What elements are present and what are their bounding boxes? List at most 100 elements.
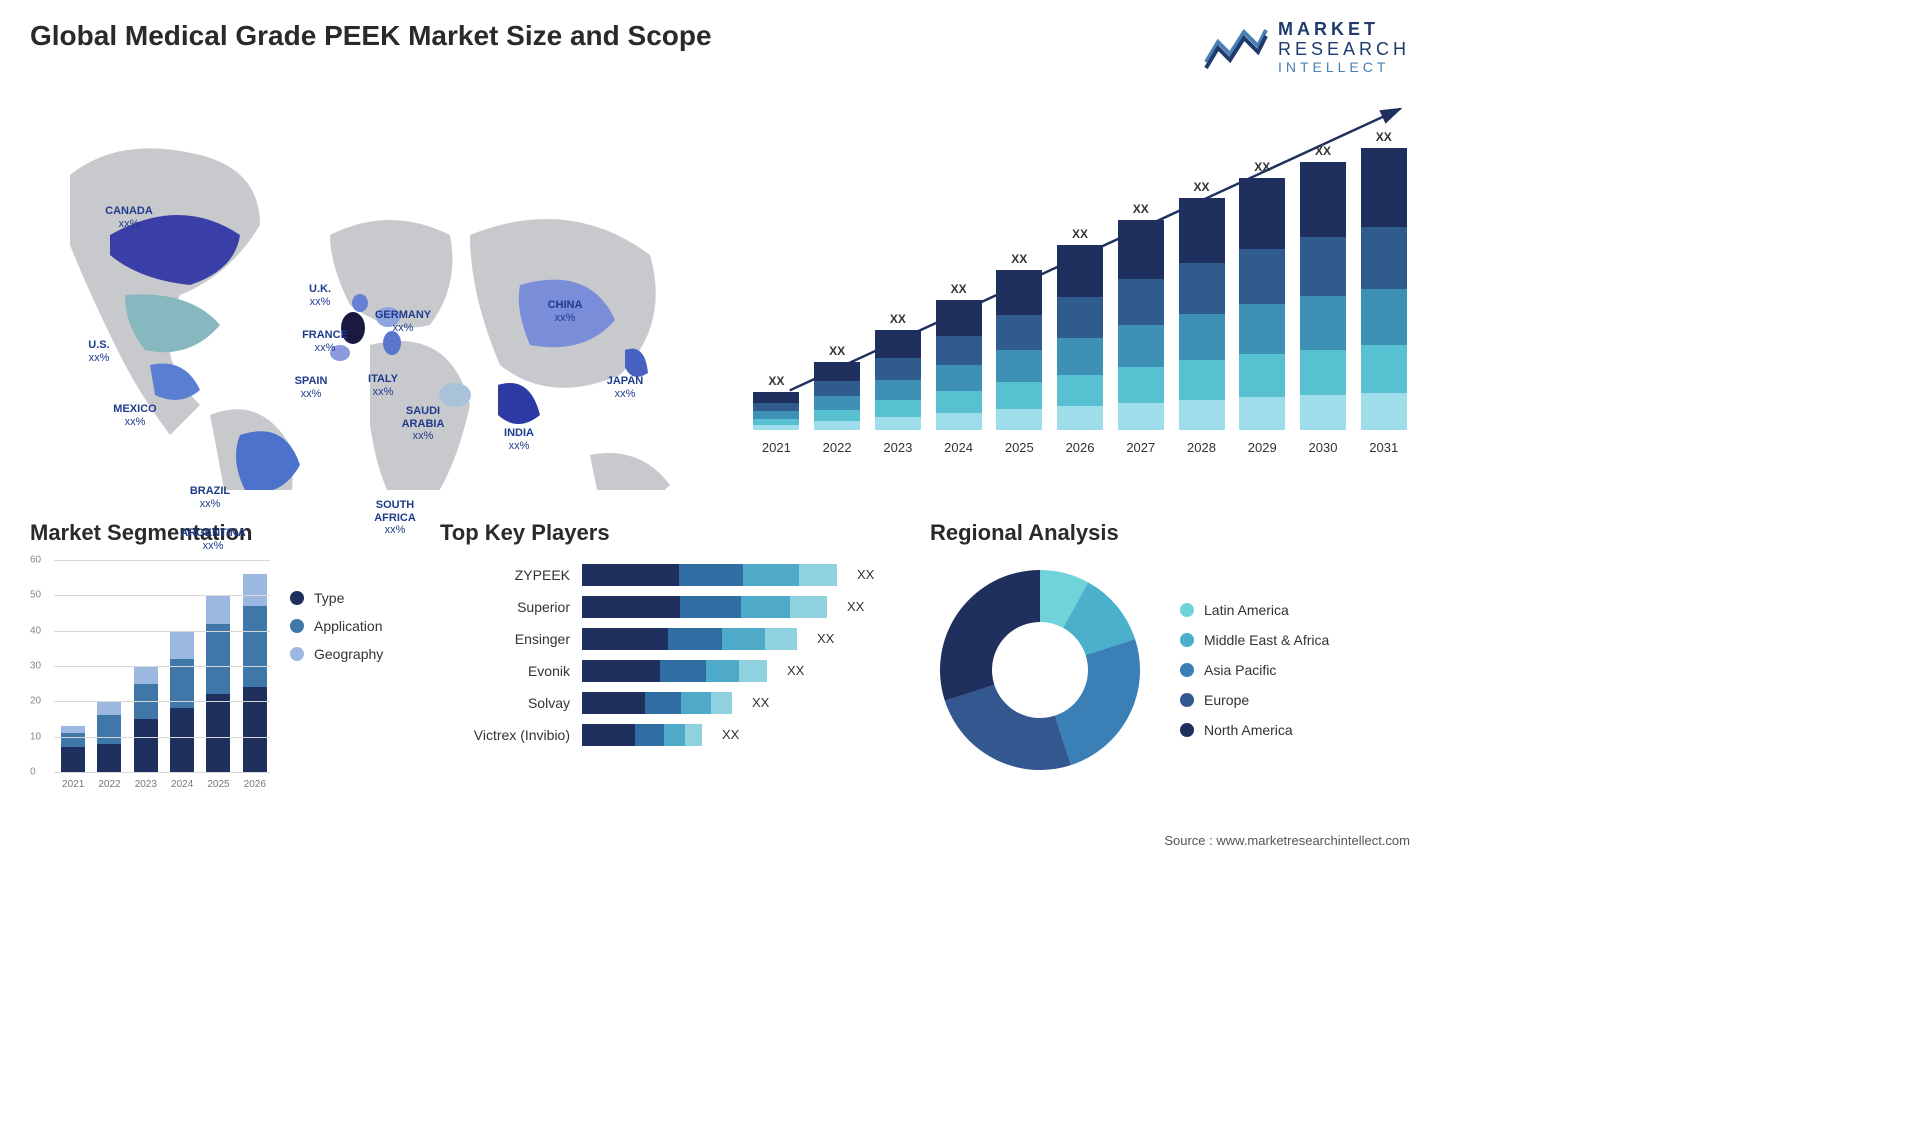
player-value: XX [752,695,769,710]
growth-bar: XX [750,374,803,430]
map-label: GERMANYxx% [368,309,438,334]
regional-donut [930,560,1150,780]
growth-bar-label: XX [1376,130,1392,144]
growth-bar-label: XX [829,344,845,358]
logo: MARKET RESEARCH INTELLECT [1204,20,1410,75]
seg-year-label: 2024 [167,779,197,790]
seg-year-label: 2026 [240,779,270,790]
header: Global Medical Grade PEEK Market Size an… [30,20,1410,75]
logo-icon [1204,24,1268,70]
seg-year-label: 2025 [203,779,233,790]
players-chart: ZYPEEKXXSuperiorXXEnsingerXXEvonikXXSolv… [440,560,900,746]
growth-bar: XX [1054,227,1107,430]
map-label: SOUTHAFRICAxx% [360,499,430,537]
growth-year-label: 2021 [750,440,803,455]
player-value: XX [817,631,834,646]
growth-bar: XX [811,344,864,430]
logo-line-2: RESEARCH [1278,40,1410,60]
logo-text: MARKET RESEARCH INTELLECT [1278,20,1410,75]
growth-bar: XX [1297,144,1350,430]
player-name: Evonik [440,663,570,679]
map-label: SAUDIARABIAxx% [388,405,458,443]
growth-bar: XX [1357,130,1410,430]
regional-legend: Latin America Middle East & Africa Asia Pa… [1180,602,1329,738]
map-label: ARGENTINAxx% [178,527,248,552]
player-row: Evonik XX [440,660,900,682]
regional-title: Regional Analysis [930,520,1410,546]
growth-bar-label: XX [951,282,967,296]
growth-bar-label: XX [1011,252,1027,266]
legend-item: Europe [1180,692,1329,708]
growth-year-label: 2030 [1297,440,1350,455]
map-label: CANADAxx% [94,205,164,230]
player-bar [582,692,732,714]
growth-bar: XX [932,282,985,430]
growth-chart: XXXXXXXXXXXXXXXXXXXXXX 20212022202320242… [750,95,1410,455]
growth-bar-label: XX [768,374,784,388]
player-value: XX [847,599,864,614]
map-label: CHINAxx% [530,299,600,324]
logo-line-1: MARKET [1278,20,1410,40]
seg-ytick: 40 [30,625,41,636]
map-label: U.S.xx% [64,339,134,364]
growth-year-label: 2026 [1054,440,1107,455]
logo-line-3: INTELLECT [1278,60,1410,75]
donut-slice [940,570,1040,701]
growth-year-label: 2025 [993,440,1046,455]
seg-bar [131,666,161,772]
legend-item: North America [1180,722,1329,738]
seg-year-label: 2021 [58,779,88,790]
growth-bar: XX [871,312,924,430]
seg-bar [58,726,88,772]
growth-bar-label: XX [890,312,906,326]
legend-item: Latin America [1180,602,1329,618]
seg-bar [240,574,270,772]
players-title: Top Key Players [440,520,900,546]
growth-year-label: 2029 [1236,440,1289,455]
player-value: XX [857,567,874,582]
player-name: Ensinger [440,631,570,647]
seg-bar [203,595,233,772]
segmentation-legend: TypeApplicationGeography [290,560,383,790]
segmentation-chart: 202120222023202420252026 0102030405060 [30,560,270,790]
seg-ytick: 10 [30,731,41,742]
growth-year-label: 2031 [1357,440,1410,455]
segmentation-panel: Market Segmentation 20212022202320242025… [30,520,410,790]
map-label: U.K.xx% [285,283,355,308]
growth-year-label: 2027 [1114,440,1167,455]
player-bar [582,596,827,618]
growth-year-label: 2023 [871,440,924,455]
seg-ytick: 30 [30,660,41,671]
legend-item: Middle East & Africa [1180,632,1329,648]
legend-item: Type [290,590,383,606]
growth-bar: XX [1236,160,1289,430]
map-label: ITALYxx% [348,373,418,398]
seg-ytick: 50 [30,590,41,601]
map-label: FRANCExx% [290,329,360,354]
donut-slice [945,685,1071,770]
world-map-panel: CANADAxx%U.S.xx%MEXICOxx%BRAZILxx%ARGENT… [30,95,720,490]
seg-ytick: 0 [30,766,36,777]
player-value: XX [787,663,804,678]
player-bar [582,724,702,746]
growth-bar-label: XX [1133,202,1149,216]
map-label: INDIAxx% [484,427,554,452]
seg-ytick: 20 [30,696,41,707]
map-label: JAPANxx% [590,375,660,400]
player-bar [582,628,797,650]
top-row: CANADAxx%U.S.xx%MEXICOxx%BRAZILxx%ARGENT… [30,95,1410,490]
growth-bar: XX [993,252,1046,430]
growth-year-label: 2024 [932,440,985,455]
seg-year-label: 2022 [94,779,124,790]
player-bar [582,564,837,586]
growth-year-label: 2022 [811,440,864,455]
growth-year-label: 2028 [1175,440,1228,455]
legend-item: Geography [290,646,383,662]
donut-slice [1055,639,1140,765]
growth-bar-label: XX [1315,144,1331,158]
legend-item: Asia Pacific [1180,662,1329,678]
player-row: SuperiorXX [440,596,900,618]
player-row: ZYPEEKXX [440,564,900,586]
player-row: Ensinger XX [440,628,900,650]
players-panel: Top Key Players ZYPEEKXX SuperiorXX Ensing… [440,520,900,790]
